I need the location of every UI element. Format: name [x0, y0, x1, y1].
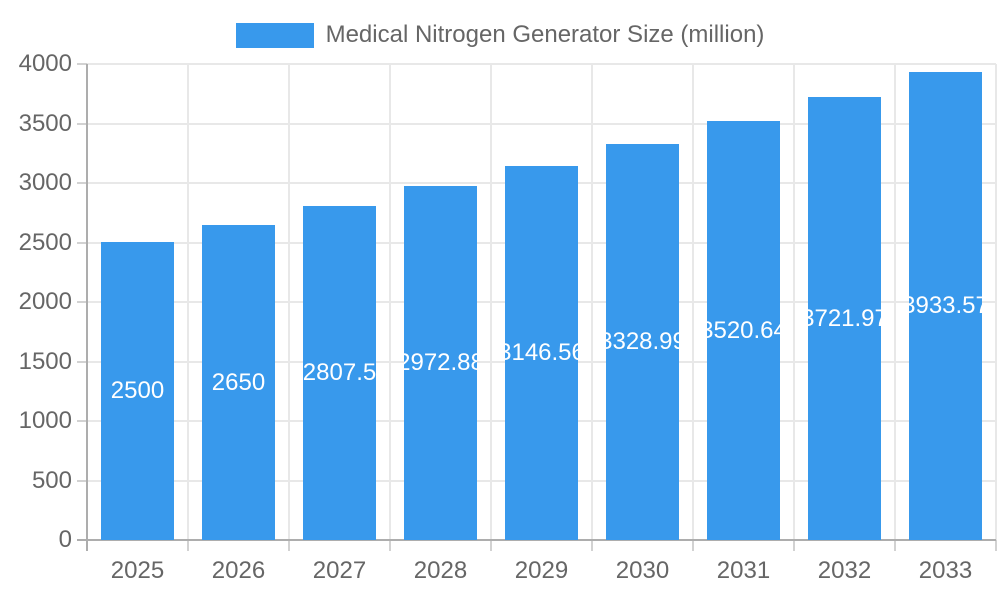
y-axis-label: 4000 — [18, 50, 72, 77]
v-gridline — [995, 64, 997, 540]
y-axis-label: 2500 — [18, 229, 72, 256]
bar-2030: 3328.99 — [606, 144, 679, 540]
h-gridline — [87, 63, 996, 65]
x-axis-label: 2029 — [514, 557, 569, 584]
bar-2033: 3933.57 — [909, 72, 982, 540]
v-gridline — [288, 64, 290, 540]
bar-2032: 3721.97 — [808, 97, 881, 540]
bar-value-label: 3328.99 — [606, 328, 679, 355]
x-axis-tick — [692, 540, 694, 551]
h-gridline — [87, 123, 996, 125]
x-axis-tick — [389, 540, 391, 551]
y-axis-tick — [77, 301, 87, 303]
v-gridline — [591, 64, 593, 540]
bar-value-label: 3520.64 — [707, 316, 780, 344]
bar-value-label: 3721.97 — [808, 304, 881, 332]
y-axis-tick — [77, 420, 87, 422]
legend-swatch — [235, 22, 314, 48]
bar-value-label: 2972.88 — [404, 349, 477, 376]
x-axis-label: 2028 — [413, 557, 468, 584]
x-axis-tick — [894, 540, 896, 551]
v-gridline — [793, 64, 795, 540]
bar-value-label: 2500 — [110, 377, 165, 404]
legend-label: Medical Nitrogen Generator Size (million… — [325, 21, 765, 48]
y-axis-label: 0 — [58, 526, 72, 553]
v-gridline — [490, 64, 492, 540]
x-axis-label: 2033 — [918, 557, 973, 584]
legend-item[interactable]: Medical Nitrogen Generator Size (million… — [0, 22, 1000, 48]
y-axis-tick — [77, 361, 87, 363]
y-axis-tick — [77, 242, 87, 244]
x-axis-tick — [793, 540, 795, 551]
y-axis-tick — [77, 182, 87, 184]
x-axis-tick — [995, 540, 997, 551]
y-axis-tick — [77, 123, 87, 125]
y-axis-tick — [77, 63, 87, 65]
y-axis-tick — [77, 480, 87, 482]
bar-value-label: 2807.5 — [303, 359, 376, 386]
x-axis-line — [77, 539, 996, 541]
v-gridline — [894, 64, 896, 540]
bar-2026: 2650 — [202, 225, 275, 540]
x-axis-label: 2032 — [817, 557, 872, 584]
bar-2027: 2807.5 — [303, 206, 376, 540]
y-axis-label: 1000 — [18, 407, 72, 434]
x-axis-label: 2025 — [110, 557, 165, 584]
bar-2025: 2500 — [101, 242, 174, 540]
y-axis-label: 500 — [31, 467, 72, 494]
x-axis-label: 2026 — [211, 557, 266, 584]
bar-2031: 3520.64 — [707, 121, 780, 540]
x-axis-label: 2030 — [615, 557, 670, 584]
bar-value-label: 3146.56 — [505, 339, 578, 366]
v-gridline — [187, 64, 189, 540]
x-axis-tick — [591, 540, 593, 551]
bar-2029: 3146.56 — [505, 166, 578, 540]
x-axis-label: 2031 — [716, 557, 771, 584]
bar-value-label: 3933.57 — [909, 292, 982, 319]
bar-value-label: 2650 — [211, 368, 266, 396]
v-gridline — [692, 64, 694, 540]
x-axis-label: 2027 — [312, 557, 367, 584]
y-axis-label: 2000 — [18, 288, 72, 315]
x-axis-tick — [288, 540, 290, 551]
x-axis-tick — [490, 540, 492, 551]
y-axis-label: 1500 — [18, 348, 72, 375]
y-axis-line — [86, 64, 88, 551]
y-axis-label: 3500 — [18, 110, 72, 137]
bar-2028: 2972.88 — [404, 186, 477, 540]
x-axis-tick — [187, 540, 189, 551]
y-axis-label: 3000 — [18, 169, 72, 196]
v-gridline — [389, 64, 391, 540]
